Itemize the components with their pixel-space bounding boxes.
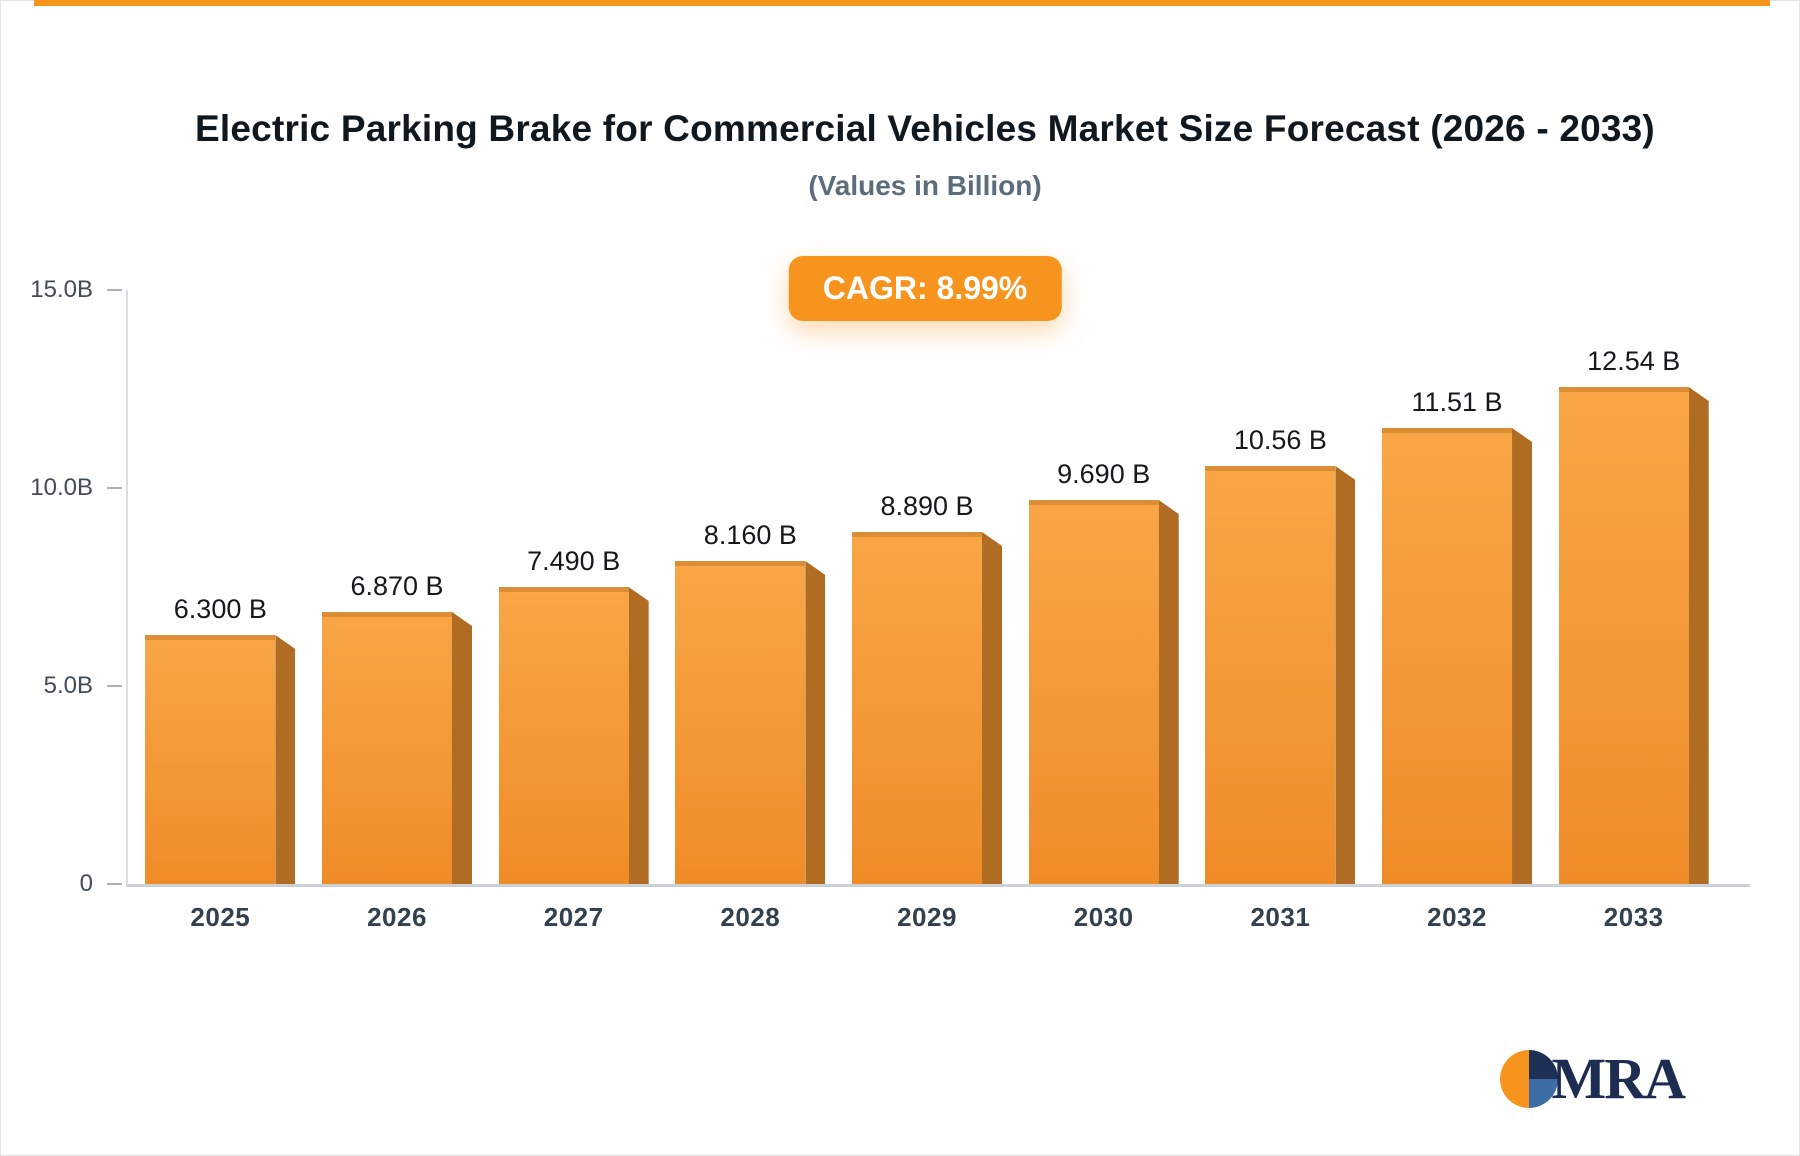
bar-group: 6.300 B 2025	[132, 290, 309, 932]
x-axis-line	[126, 884, 1750, 887]
bar-group: 7.490 B 2027	[485, 290, 662, 932]
bar-side-face	[452, 612, 472, 884]
y-axis-tick	[107, 883, 122, 885]
bar: 6.300 B	[145, 594, 296, 884]
y-axis-label: 10.0B	[30, 474, 93, 501]
bar-side-face	[805, 561, 826, 884]
bar-side-face	[275, 635, 296, 884]
bar: 8.160 B	[675, 520, 826, 884]
bar-front-face	[1558, 387, 1689, 884]
x-axis-label: 2032	[1427, 902, 1487, 932]
bar-value-label: 6.870 B	[350, 571, 444, 601]
bar-front-face	[498, 587, 629, 884]
y-tick-row: 10.0B	[30, 474, 122, 502]
x-axis-label: 2028	[720, 902, 781, 932]
bar-front-face	[322, 612, 452, 884]
bar-value-label: 12.54 B	[1587, 346, 1681, 376]
bar: 7.490 B	[498, 546, 649, 884]
bar: 10.56 B	[1205, 425, 1356, 884]
bar: 12.54 B	[1558, 346, 1709, 884]
bar-value-label: 7.490 B	[527, 546, 621, 576]
x-axis-label: 2025	[190, 902, 251, 932]
bar-side-face	[1512, 428, 1533, 884]
plot-area: 6.300 B 2025 6.870 B 2026 7.490 B 2027 8.160 B…	[126, 290, 1750, 932]
bar: 8.890 B	[852, 491, 1003, 884]
x-axis-label: 2031	[1250, 902, 1311, 932]
bar-front-face	[1382, 428, 1513, 884]
y-axis-label: 15.0B	[30, 276, 93, 303]
x-axis-label: 2030	[1073, 902, 1134, 932]
bars-container: 6.300 B 2025 6.870 B 2026 7.490 B 2027 8.160 B…	[126, 290, 1722, 932]
bar-value-label: 6.300 B	[173, 594, 267, 624]
bar: 9.690 B	[1028, 459, 1179, 884]
bar-group: 8.890 B 2029	[839, 290, 1016, 932]
bar-group: 12.54 B 2033	[1545, 290, 1722, 932]
mra-logo: MRA	[1499, 1045, 1686, 1112]
x-axis-label: 2033	[1603, 902, 1664, 932]
bar-front-face	[675, 561, 806, 884]
bar-side-face	[1158, 500, 1179, 884]
y-axis-tick	[107, 487, 122, 489]
pie-circle-icon	[1500, 1049, 1559, 1108]
y-axis-label: 5.0B	[43, 672, 93, 699]
bar-front-face	[145, 635, 276, 884]
cagr-badge: CAGR: 8.99%	[788, 256, 1062, 321]
bar-value-label: 8.890 B	[880, 491, 974, 521]
x-axis-label: 2027	[543, 902, 604, 932]
bar-side-face	[628, 587, 649, 884]
bar-group: 10.56 B 2031	[1192, 290, 1369, 932]
bar-side-face	[982, 532, 1003, 884]
x-axis-label: 2026	[367, 902, 427, 932]
bar-value-label: 8.160 B	[703, 520, 797, 550]
bar: 11.51 B	[1382, 387, 1533, 884]
bar-group: 9.690 B 2030	[1015, 290, 1192, 932]
bar-front-face	[1205, 466, 1336, 884]
bar-side-face	[1335, 466, 1356, 884]
y-axis-line	[126, 290, 128, 884]
bar-value-label: 10.56 B	[1233, 425, 1327, 455]
logo-text: MRA	[1551, 1046, 1686, 1111]
bar-value-label: 9.690 B	[1057, 459, 1151, 489]
bar-group: 8.160 B 2028	[662, 290, 839, 932]
bar-group: 6.870 B 2026	[309, 290, 486, 932]
bar-value-label: 11.51 B	[1411, 387, 1503, 417]
x-axis-label: 2029	[897, 902, 957, 932]
y-axis: 15.0B 10.0B 5.0B 0	[0, 276, 126, 897]
top-accent-bar	[34, 0, 1770, 6]
chart-title: Electric Parking Brake for Commercial Ve…	[195, 108, 1655, 149]
bar: 6.870 B	[322, 571, 472, 884]
bar-front-face	[852, 532, 983, 884]
bar-group: 11.51 B 2032	[1369, 290, 1546, 932]
bar-side-face	[1688, 387, 1709, 884]
y-tick-row: 0	[80, 870, 122, 898]
bar-front-face	[1028, 500, 1159, 884]
y-axis-tick	[107, 685, 122, 687]
y-tick-row: 15.0B	[30, 276, 122, 304]
chart-subtitle: (Values in Billion)	[808, 170, 1042, 201]
y-tick-row: 5.0B	[44, 672, 122, 700]
y-axis-label: 0	[79, 870, 93, 897]
y-axis-tick	[107, 289, 122, 291]
